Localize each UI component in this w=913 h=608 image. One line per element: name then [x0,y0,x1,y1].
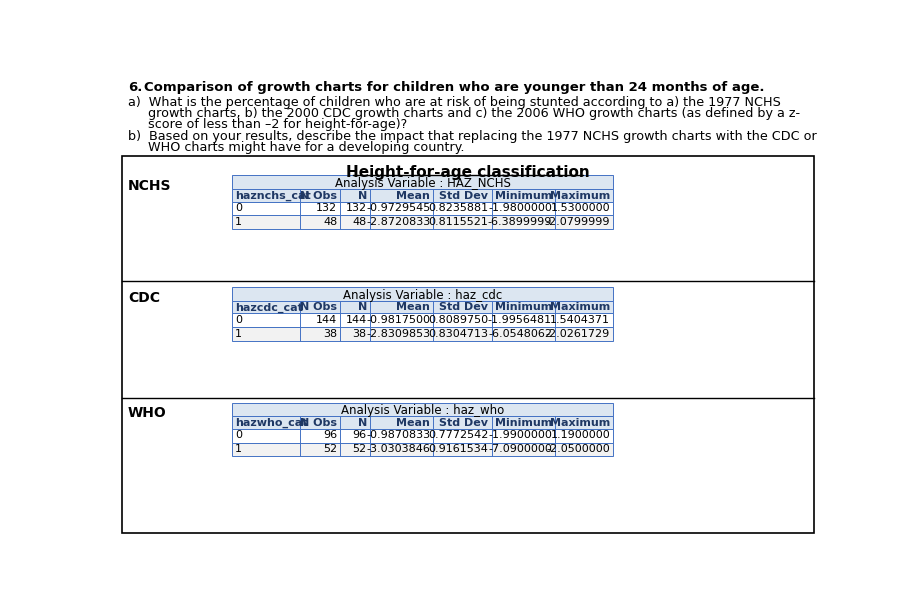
Bar [232,313,614,327]
Text: 0.7772542: 0.7772542 [428,430,488,440]
Text: Mean: Mean [396,191,430,201]
Text: 0: 0 [235,315,242,325]
Text: Maximum: Maximum [550,302,610,313]
Text: 1: 1 [235,444,242,454]
Text: -0.9817500: -0.9817500 [366,315,430,325]
Text: -6.3899999: -6.3899999 [488,217,552,227]
Text: Analysis Variable : haz_cdc: Analysis Variable : haz_cdc [343,289,502,302]
Text: CDC: CDC [128,291,160,305]
Text: Minimum: Minimum [495,418,552,428]
Text: N: N [358,191,367,201]
Text: WHO: WHO [128,406,167,420]
Text: 38: 38 [352,328,367,339]
Text: 48: 48 [323,217,337,227]
Text: Std Dev: Std Dev [439,418,488,428]
Bar [232,287,614,301]
Text: Analysis Variable : HAZ_NCHS: Analysis Variable : HAZ_NCHS [335,177,510,190]
Bar [121,156,814,533]
Text: 0.8235881: 0.8235881 [428,203,488,213]
Text: score of less than –2 for height-for-age)?: score of less than –2 for height-for-age… [128,117,407,131]
Text: 132: 132 [316,203,337,213]
Bar [232,443,614,457]
Text: -2.0500000: -2.0500000 [546,444,610,454]
Text: -0.9729545: -0.9729545 [366,203,430,213]
Bar [232,402,614,416]
Bar [232,189,614,201]
Bar [232,416,614,429]
Text: -1.9956481: -1.9956481 [488,315,552,325]
Text: hazwho_cat: hazwho_cat [235,418,308,428]
Text: b)  Based on your results, describe the impact that replacing the 1977 NCHS grow: b) Based on your results, describe the i… [128,130,817,143]
Text: N: N [358,418,367,428]
Text: 96: 96 [352,430,367,440]
Text: -0.9870833: -0.9870833 [366,430,430,440]
Text: 96: 96 [323,430,337,440]
Text: 1.5404371: 1.5404371 [551,315,610,325]
Text: -2.0799999: -2.0799999 [546,217,610,227]
Text: N Obs: N Obs [300,191,337,201]
Text: Analysis Variable : haz_who: Analysis Variable : haz_who [341,404,504,417]
Text: -3.0303846: -3.0303846 [366,444,430,454]
Bar [232,201,614,215]
Text: 52: 52 [323,444,337,454]
Text: 0.9161534: 0.9161534 [428,444,488,454]
Text: a)  What is the percentage of children who are at risk of being stunted accordin: a) What is the percentage of children wh… [128,96,781,109]
Text: 52: 52 [352,444,367,454]
Text: N Obs: N Obs [300,418,337,428]
Text: hazcdc_cat: hazcdc_cat [235,302,303,313]
Text: 48: 48 [352,217,367,227]
Text: -1.9800000: -1.9800000 [488,203,552,213]
Text: 0: 0 [235,430,242,440]
Text: Minimum: Minimum [495,302,552,313]
Text: haznchs_cat: haznchs_cat [235,191,310,201]
Text: -1.9900000: -1.9900000 [488,430,552,440]
Text: Std Dev: Std Dev [439,302,488,313]
Text: Comparison of growth charts for children who are younger than 24 months of age.: Comparison of growth charts for children… [143,81,764,94]
Text: 1: 1 [235,328,242,339]
Text: -6.0548062: -6.0548062 [488,328,552,339]
Text: 132: 132 [346,203,367,213]
Text: -2.8720833: -2.8720833 [366,217,430,227]
Text: 0: 0 [235,203,242,213]
Text: N Obs: N Obs [300,302,337,313]
Bar [232,429,614,443]
Text: Mean: Mean [396,302,430,313]
Bar [232,215,614,229]
Text: Maximum: Maximum [550,191,610,201]
Text: Mean: Mean [396,418,430,428]
Text: Maximum: Maximum [550,418,610,428]
Text: 1: 1 [235,217,242,227]
Text: 1.5300000: 1.5300000 [551,203,610,213]
Bar [232,175,614,189]
Text: N: N [358,302,367,313]
Text: Std Dev: Std Dev [439,191,488,201]
Text: 0.8089750: 0.8089750 [428,315,488,325]
Text: 38: 38 [323,328,337,339]
Text: -2.0261729: -2.0261729 [546,328,610,339]
Text: WHO charts might have for a developing country.: WHO charts might have for a developing c… [128,140,465,154]
Text: growth charts, b) the 2000 CDC growth charts and c) the 2006 WHO growth charts (: growth charts, b) the 2000 CDC growth ch… [128,107,800,120]
Text: 144: 144 [345,315,367,325]
Text: Height-for-age classification: Height-for-age classification [346,165,590,179]
Text: -2.8309853: -2.8309853 [366,328,430,339]
Text: 0.8115521: 0.8115521 [428,217,488,227]
Bar [232,327,614,341]
Text: NCHS: NCHS [128,179,172,193]
Text: -7.0900000: -7.0900000 [488,444,552,454]
Text: Minimum: Minimum [495,191,552,201]
Text: 6.: 6. [128,81,142,94]
Bar [232,301,614,313]
Text: 0.8304713: 0.8304713 [428,328,488,339]
Text: 144: 144 [316,315,337,325]
Text: 1.1900000: 1.1900000 [551,430,610,440]
